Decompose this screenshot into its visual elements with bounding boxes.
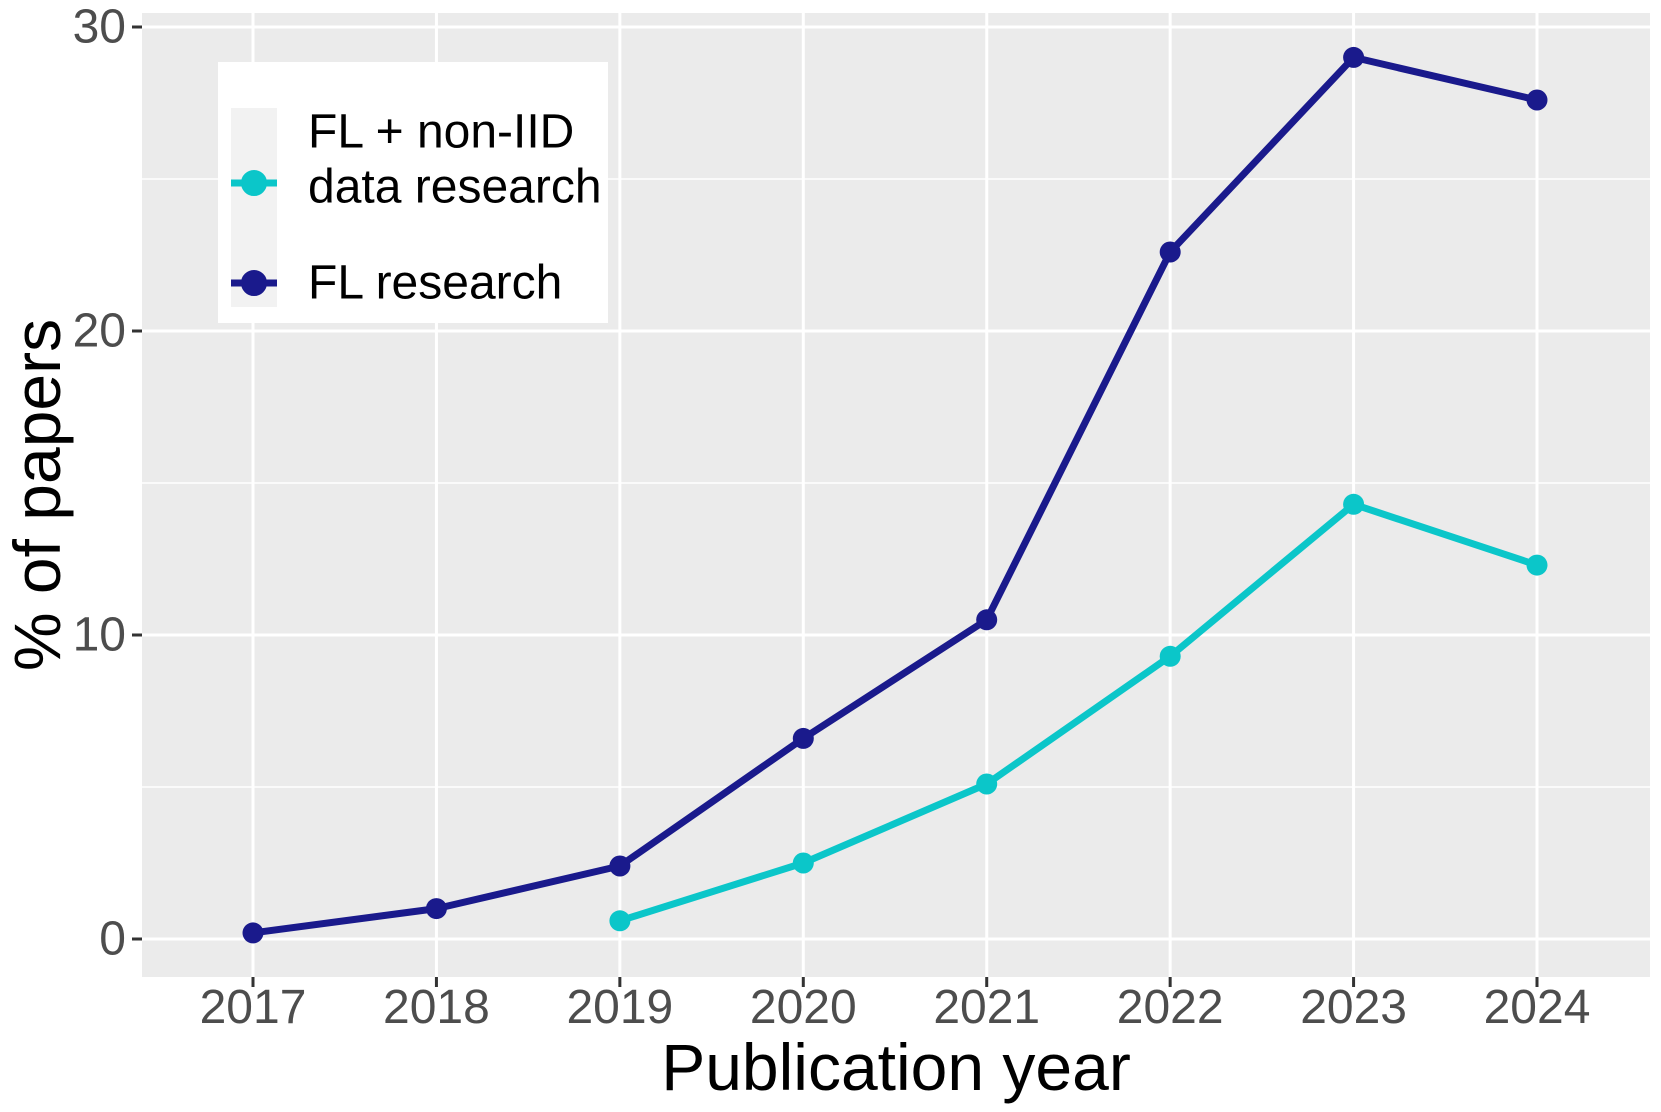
y-axis-title: % of papers — [0, 319, 74, 671]
data-point-fl-non-iid-data-research-2023 — [1343, 493, 1365, 515]
x-tick-label-2022: 2022 — [1117, 981, 1224, 1034]
data-point-fl-non-iid-data-research-2020 — [792, 852, 814, 874]
data-point-fl-research-2021 — [976, 609, 998, 631]
data-point-fl-research-2023 — [1343, 46, 1365, 68]
data-point-fl-research-2020 — [792, 727, 814, 749]
y-tick-label-30: 30 — [73, 1, 126, 54]
legend: FL + non-IID data research FL research — [218, 62, 608, 323]
legend-point-icon — [241, 270, 267, 296]
data-point-fl-research-2018 — [425, 898, 447, 920]
legend-glyph-series-0 — [231, 170, 277, 196]
legend-label-series-0-line-2: data research — [308, 161, 602, 214]
y-tick-label-0: 0 — [99, 913, 126, 966]
data-point-fl-research-2024 — [1526, 89, 1548, 111]
axis-tick-labels: 0 10 20 30 2017 2018 2019 2020 2021 2022 2023 2024 — [73, 1, 1591, 1035]
data-series — [242, 46, 1548, 944]
axis-tick-marks — [132, 25, 1539, 987]
x-tick-label-2021: 2021 — [933, 981, 1040, 1034]
series-line-fl-research — [252, 53, 1538, 937]
series-line-fl-non-iid-data-research — [618, 500, 1539, 925]
x-tick-label-2019: 2019 — [566, 981, 673, 1034]
data-point-fl-non-iid-data-research-2022 — [1159, 645, 1181, 667]
data-point-fl-non-iid-data-research-2019 — [609, 910, 631, 932]
legend-label-series-0-line-1: FL + non-IID — [308, 106, 574, 159]
x-tick-label-2023: 2023 — [1300, 981, 1407, 1034]
y-tick-label-20: 20 — [73, 305, 126, 358]
legend-glyph-series-1 — [231, 270, 277, 296]
y-tick-label-10: 10 — [73, 609, 126, 662]
data-point-fl-research-2019 — [609, 855, 631, 877]
x-tick-label-2024: 2024 — [1484, 981, 1591, 1034]
data-point-fl-research-2017 — [242, 922, 264, 944]
legend-box — [218, 62, 608, 323]
x-tick-label-2018: 2018 — [383, 981, 490, 1034]
legend-label-series-1: FL research — [308, 257, 562, 310]
data-point-fl-research-2022 — [1159, 241, 1181, 263]
legend-point-icon — [241, 170, 267, 196]
data-point-fl-non-iid-data-research-2021 — [976, 773, 998, 795]
x-tick-label-2020: 2020 — [750, 981, 857, 1034]
data-point-fl-non-iid-data-research-2024 — [1526, 554, 1548, 576]
x-tick-label-2017: 2017 — [200, 981, 307, 1034]
x-axis-title: Publication year — [661, 1030, 1131, 1104]
